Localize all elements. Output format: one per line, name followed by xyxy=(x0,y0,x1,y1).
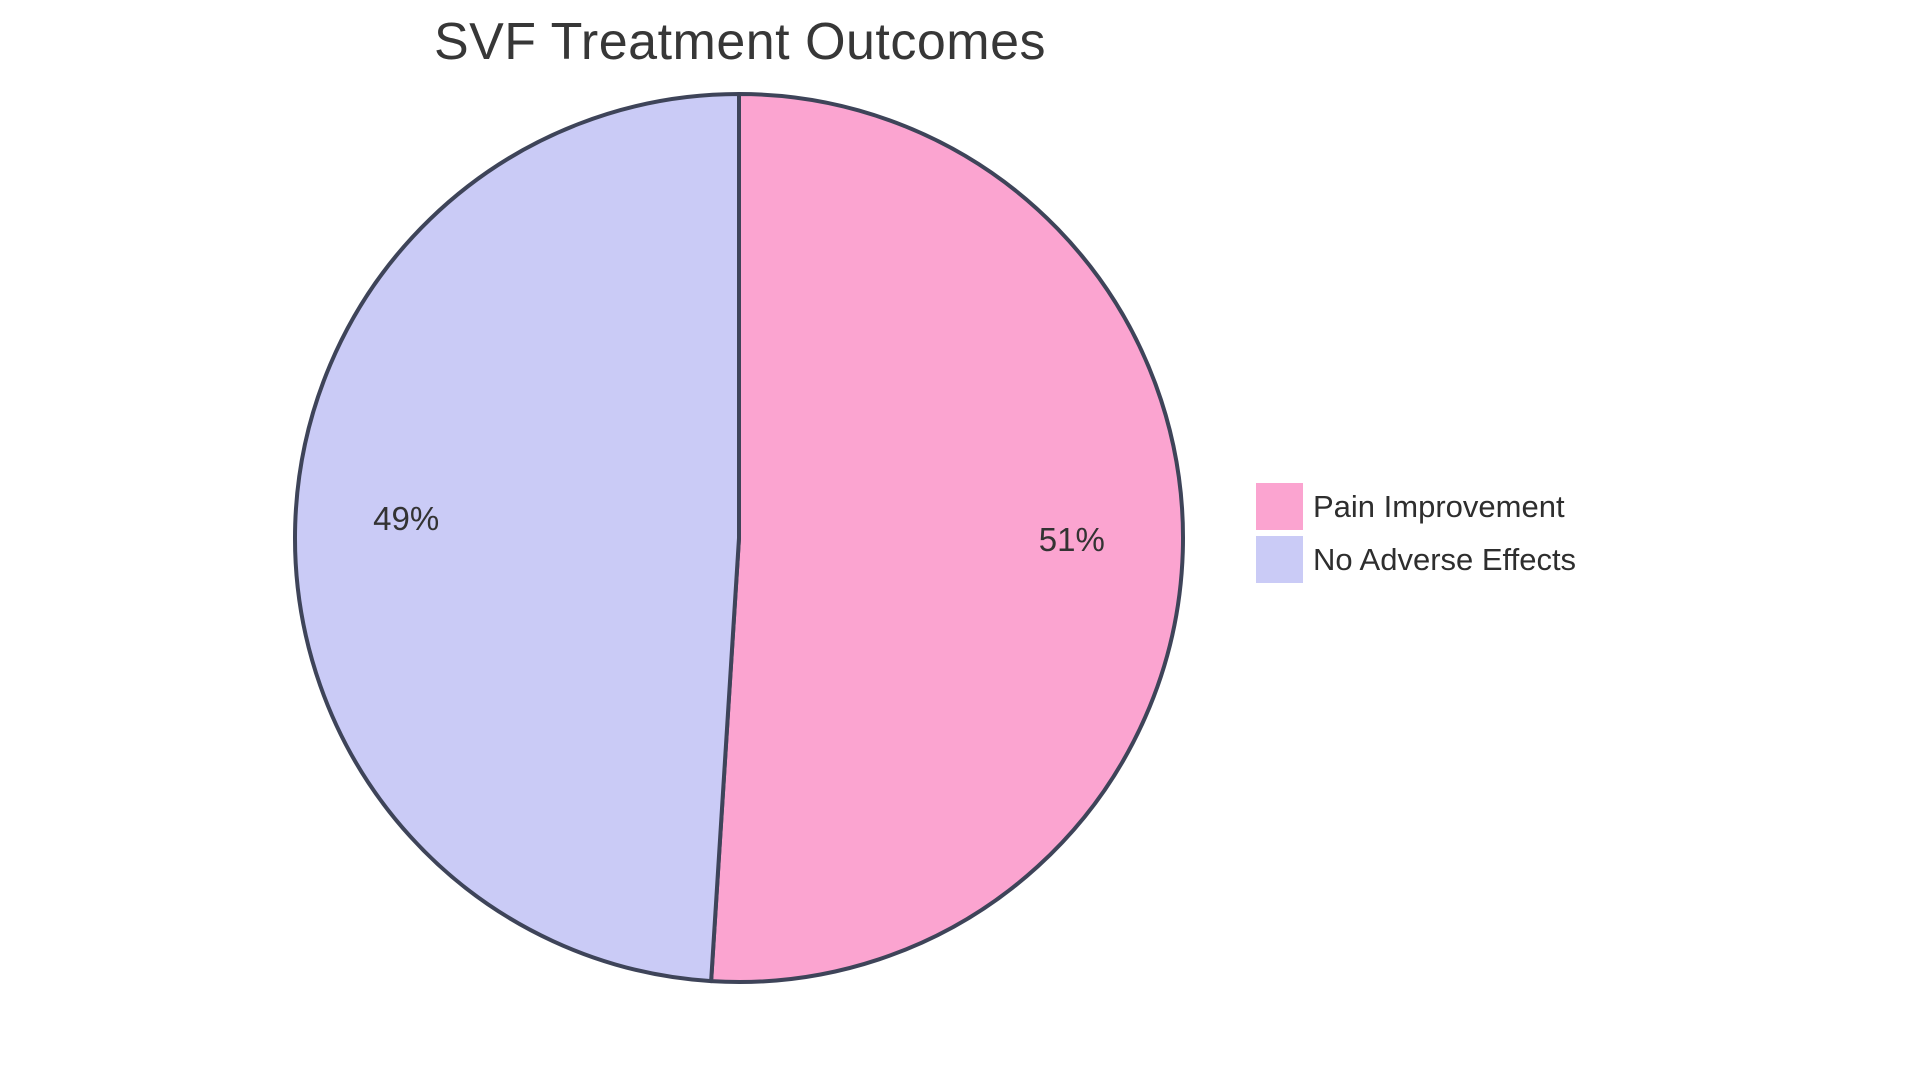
pie-slice-0 xyxy=(709,92,1185,984)
legend-label-1: No Adverse Effects xyxy=(1313,541,1577,577)
chart-title: SVF Treatment Outcomes xyxy=(433,13,1047,71)
slice-percent-label-1: 49% xyxy=(373,500,439,537)
legend-swatch-1 xyxy=(1256,536,1303,583)
slice-percent-label-0: 51% xyxy=(1039,521,1105,558)
legend-item-1: No Adverse Effects xyxy=(1256,536,1576,583)
legend-swatch-0 xyxy=(1256,483,1303,530)
legend: Pain Improvement No Adverse Effects xyxy=(1256,483,1576,583)
legend-label-0: Pain Improvement xyxy=(1313,488,1565,524)
pie-slice-1 xyxy=(293,92,741,984)
legend-item-0: Pain Improvement xyxy=(1256,483,1576,530)
